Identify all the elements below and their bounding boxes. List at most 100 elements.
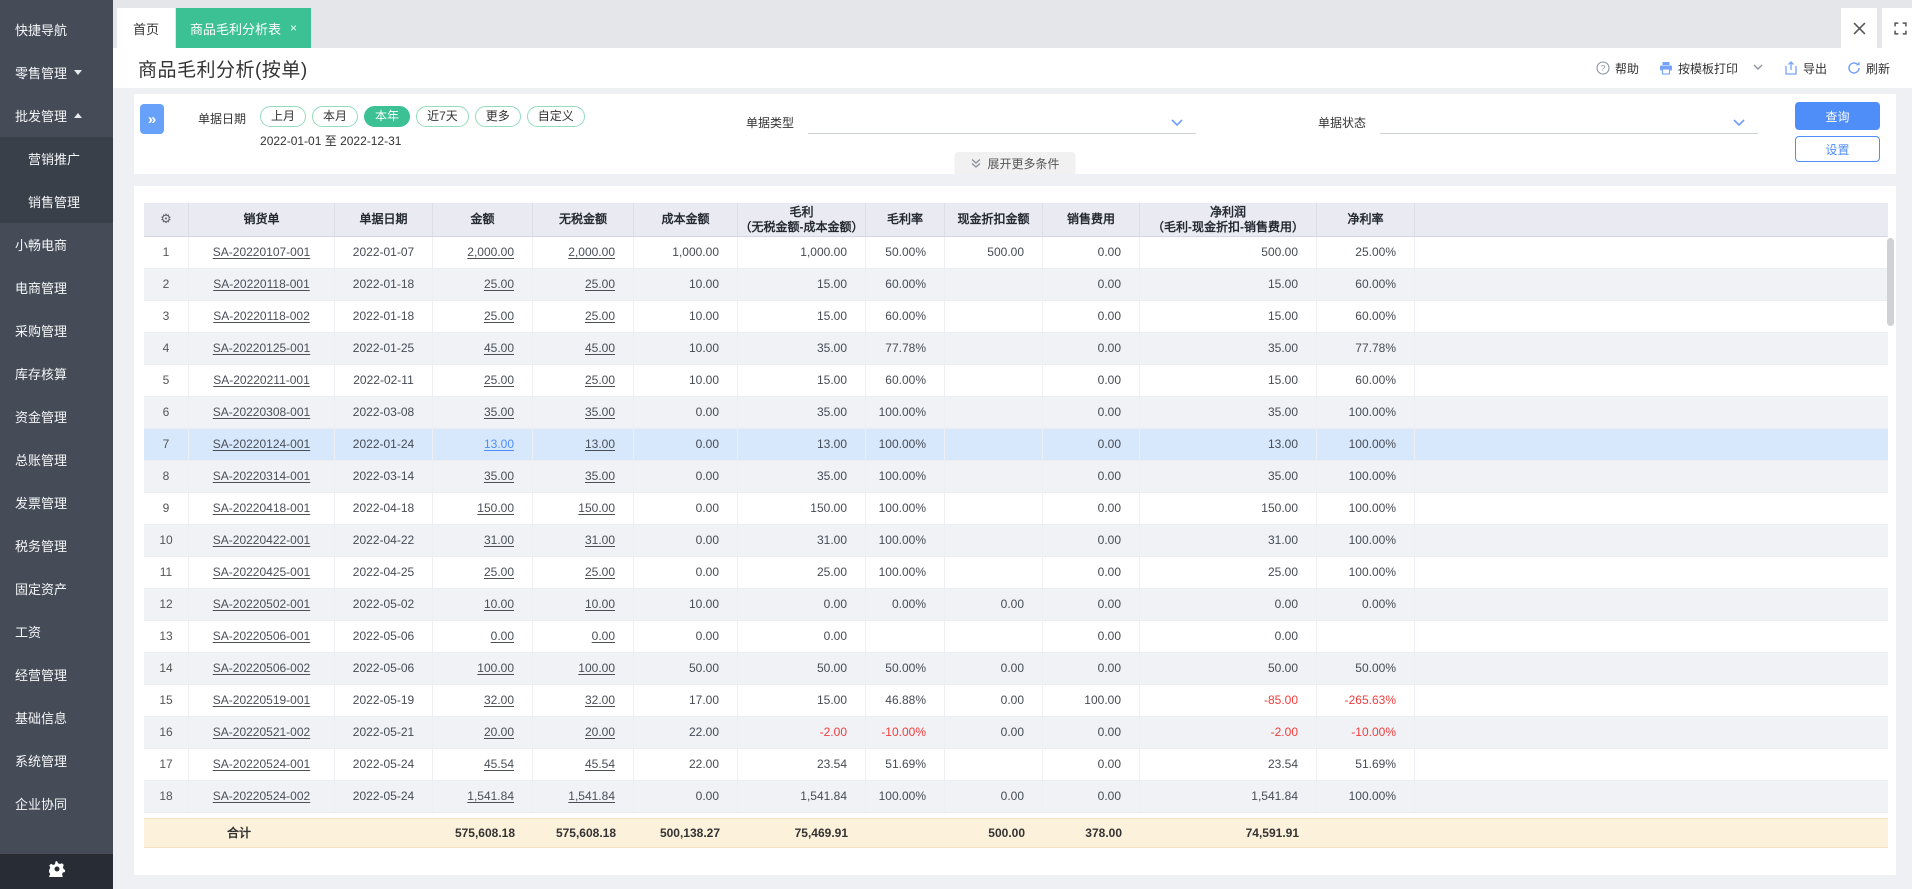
cell-link-amount[interactable]: 100.00 [477,661,514,675]
table-row[interactable]: 7 SA-20220124-001 2022-01-24 13.00 13.00 0.00… [144,429,1888,461]
cell-link-amount[interactable]: 45.54 [483,757,514,771]
date-range-pill[interactable]: 本月 [312,106,359,128]
cell-link-amount[interactable]: 150.00 [477,501,514,515]
column-header-cost[interactable]: 成本金额 [634,203,738,236]
sidebar-item[interactable]: 发票管理 [0,481,113,524]
column-gear-icon[interactable]: ⚙ [160,211,172,227]
date-range-pill[interactable]: 上月 [260,106,307,128]
cell-link-order[interactable]: SA-20220524-001 [212,757,311,771]
table-row[interactable]: 3 SA-20220118-002 2022-01-18 25.00 25.00 10.0… [144,301,1888,333]
cell-order[interactable]: SA-20220107-001 [189,237,335,268]
cell-order[interactable]: SA-20220502-001 [189,589,335,620]
cell-link-order[interactable]: SA-20220118-001 [213,277,310,291]
sidebar-item[interactable]: 系统管理 [0,739,113,782]
settings-button[interactable]: 设置 [1795,136,1880,162]
cell-link-amount[interactable]: 25.00 [483,373,514,387]
column-header-net_profit[interactable]: 净利润 （毛利-现金折扣-销售费用） [1140,203,1317,236]
cell-tax_free_amount[interactable]: 25.00 [533,365,634,396]
cell-order[interactable]: SA-20220422-001 [189,525,335,556]
cell-link-tax_free_amount[interactable]: 32.00 [584,693,615,707]
table-row[interactable]: 2 SA-20220118-001 2022-01-18 25.00 25.00 10.0… [144,269,1888,301]
cell-link-order[interactable]: SA-20220502-001 [212,597,311,611]
doc-status-select[interactable] [1380,112,1758,134]
help-button[interactable]: ? 帮助 [1596,60,1639,77]
date-range-pill[interactable]: 自定义 [526,106,585,128]
cell-link-tax_free_amount[interactable]: 2,000.00 [568,245,615,259]
tab-home[interactable]: 首页 [117,8,176,48]
cell-amount[interactable]: 100.00 [433,653,533,684]
cell-link-amount[interactable]: 45.00 [483,341,514,355]
cell-link-order[interactable]: SA-20220211-001 [213,373,310,387]
cell-order[interactable]: SA-20220308-001 [189,397,335,428]
cell-link-tax_free_amount[interactable]: 13.00 [584,437,615,451]
cell-tax_free_amount[interactable]: 100.00 [533,653,634,684]
cell-link-amount[interactable]: 25.00 [483,565,514,579]
sidebar-item[interactable]: 快捷导航 [0,8,113,51]
cell-link-amount[interactable]: 35.00 [483,469,514,483]
date-range-value[interactable]: 2022-01-01 至 2022-12-31 [260,134,402,149]
cell-link-order[interactable]: SA-20220314-001 [212,469,311,483]
refresh-button[interactable]: 刷新 [1847,60,1890,77]
cell-amount[interactable]: 25.00 [433,269,533,300]
cell-link-tax_free_amount[interactable]: 0.00 [591,629,615,643]
cell-tax_free_amount[interactable]: 31.00 [533,525,634,556]
cell-tax_free_amount[interactable]: 45.00 [533,333,634,364]
print-chevron-down-icon[interactable] [1752,61,1764,76]
cell-link-amount[interactable]: 2,000.00 [467,245,514,259]
cell-tax_free_amount[interactable]: 150.00 [533,493,634,524]
column-header-amount[interactable]: 金额 [433,203,533,236]
sidebar-item[interactable]: 电商管理 [0,266,113,309]
cell-tax_free_amount[interactable]: 25.00 [533,269,634,300]
cell-link-amount[interactable]: 35.00 [483,405,514,419]
cell-link-amount[interactable]: 31.00 [483,533,514,547]
table-row[interactable]: 8 SA-20220314-001 2022-03-14 35.00 35.00 0.00… [144,461,1888,493]
cell-order[interactable]: SA-20220211-001 [189,365,335,396]
cell-link-order[interactable]: SA-20220524-002 [212,789,311,803]
cell-amount[interactable]: 20.00 [433,717,533,748]
cell-order[interactable]: SA-20220506-001 [189,621,335,652]
settings-gear-icon[interactable] [47,861,65,882]
table-row[interactable]: 18 SA-20220524-002 2022-05-24 1,541.84 1,541… [144,781,1888,813]
export-button[interactable]: 导出 [1784,60,1827,77]
table-row[interactable]: 11 SA-20220425-001 2022-04-25 25.00 25.00 0.0… [144,557,1888,589]
cell-link-amount[interactable]: 10.00 [483,597,514,611]
cell-tax_free_amount[interactable]: 13.00 [533,429,634,460]
close-window-button[interactable] [1841,8,1877,48]
cell-link-tax_free_amount[interactable]: 35.00 [584,469,615,483]
cell-link-order[interactable]: SA-20220308-001 [212,405,311,419]
cell-link-tax_free_amount[interactable]: 1,541.84 [568,789,615,803]
sidebar-item[interactable]: 资金管理 [0,395,113,438]
collapse-filters-button[interactable]: » [140,104,164,134]
cell-tax_free_amount[interactable]: 35.00 [533,461,634,492]
expand-more-conditions[interactable]: 展开更多条件 [954,152,1076,174]
cell-order[interactable]: SA-20220118-001 [189,269,335,300]
cell-order[interactable]: SA-20220418-001 [189,493,335,524]
cell-order[interactable]: SA-20220118-002 [189,301,335,332]
cell-link-order[interactable]: SA-20220519-001 [212,693,311,707]
cell-link-order[interactable]: SA-20220124-001 [212,437,311,451]
cell-amount[interactable]: 25.00 [433,365,533,396]
cell-order[interactable]: SA-20220124-001 [189,429,335,460]
table-row[interactable]: 17 SA-20220524-001 2022-05-24 45.54 45.54 22.… [144,749,1888,781]
query-button[interactable]: 查询 [1795,102,1880,130]
table-row[interactable]: 1 SA-20220107-001 2022-01-07 2,000.00 2,000.… [144,237,1888,269]
cell-amount[interactable]: 10.00 [433,589,533,620]
table-row[interactable]: 9 SA-20220418-001 2022-04-18 150.00 150.00 0.… [144,493,1888,525]
cell-order[interactable]: SA-20220314-001 [189,461,335,492]
column-header-tax_free_amount[interactable]: 无税金额 [533,203,634,236]
sidebar-item[interactable]: 固定资产 [0,567,113,610]
column-header-cash_discount[interactable]: 现金折扣金额 [945,203,1043,236]
cell-amount[interactable]: 0.00 [433,621,533,652]
sidebar-item[interactable]: 基础信息 [0,696,113,739]
cell-tax_free_amount[interactable]: 25.00 [533,557,634,588]
cell-order[interactable]: SA-20220521-002 [189,717,335,748]
table-row[interactable]: 4 SA-20220125-001 2022-01-25 45.00 45.00 10.0… [144,333,1888,365]
cell-amount[interactable]: 1,541.84 [433,781,533,812]
vertical-scrollbar[interactable] [1887,238,1894,326]
cell-tax_free_amount[interactable]: 32.00 [533,685,634,716]
cell-link-amount[interactable]: 25.00 [483,309,514,323]
cell-tax_free_amount[interactable]: 10.00 [533,589,634,620]
cell-link-tax_free_amount[interactable]: 25.00 [584,373,615,387]
cell-link-tax_free_amount[interactable]: 35.00 [584,405,615,419]
cell-link-amount[interactable]: 20.00 [483,725,514,739]
